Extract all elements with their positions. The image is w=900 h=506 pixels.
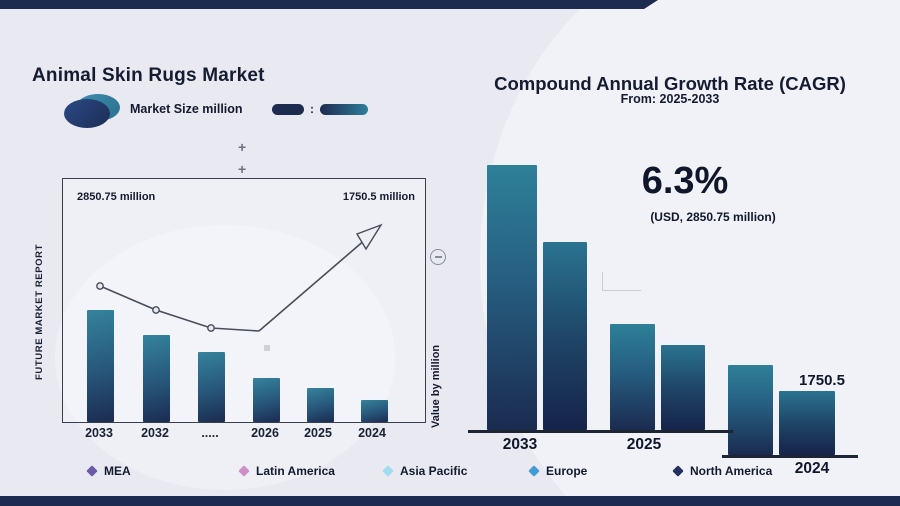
x-label-2033: 2033: [502, 436, 538, 453]
cagr-period: From: 2025-2033: [620, 92, 720, 106]
market-bar-2026: [253, 378, 280, 422]
end-value-label: 1750.5 million: [342, 191, 415, 203]
legend-dot-icon: [382, 465, 394, 477]
legend-item-latin-america: Latin America: [238, 464, 335, 478]
legend-item-label: North America: [690, 464, 773, 478]
x-label-2033: 2033: [85, 426, 113, 440]
market-size-legend-label: Market Size million: [130, 102, 243, 116]
pill-separator-dots: :: [310, 102, 314, 116]
market-bar-.....: [198, 352, 225, 422]
cylinder-front-face: [64, 99, 110, 128]
left-y-axis-label: FUTURE MARKET REPORT: [34, 243, 45, 381]
top-accent-strip: [0, 0, 658, 9]
cagr-bar-2033-2: [543, 242, 587, 430]
cagr-bar-2025-1: [610, 324, 655, 430]
x-label-2032: 2032: [141, 426, 169, 440]
legend-item-mea: MEA: [86, 464, 131, 478]
x-label-2024: 2024: [358, 426, 386, 440]
legend-item-label: Europe: [546, 464, 588, 478]
market-bar-2025: [307, 388, 334, 422]
trend-arrow: [96, 223, 383, 351]
max-value-label: 2850.75 million: [77, 191, 156, 203]
market-size-chart: 2850.75 million 1750.5 million: [62, 178, 426, 423]
legend-dot-icon: [238, 465, 250, 477]
left-title: Animal Skin Rugs Market: [32, 64, 265, 86]
legend-item-europe: Europe: [528, 464, 588, 478]
legend-item-north-america: North America: [672, 464, 773, 478]
legend-item-label: MEA: [104, 464, 131, 478]
left-x-axis-labels: 2033 2032..... 2026 2025 2024: [62, 426, 424, 444]
x-label-2025: 2025: [626, 436, 662, 453]
legend-pills-decoration: :: [272, 102, 368, 116]
cagr-bar-2024-1: [728, 365, 773, 455]
step-decoration: [602, 272, 641, 291]
x-label-2025: 2025: [304, 426, 332, 440]
cagr-bar-2025-2: [661, 345, 705, 430]
legend-item-label: Asia Pacific: [400, 464, 468, 478]
cagr-bar-2033-1: [487, 165, 537, 430]
bottom-accent-strip: [0, 496, 900, 506]
legend-dot-icon: [528, 465, 540, 477]
plus-icon: +: [238, 161, 247, 177]
minus-circle-icon: [430, 249, 446, 265]
legend-item-label: Latin America: [256, 464, 335, 478]
market-bar-2033: [87, 310, 114, 422]
plus-icon: +: [238, 139, 247, 155]
market-bar-2032: [143, 335, 170, 422]
region-legend: MEA Latin America Asia Pacific Europe North …: [0, 464, 900, 484]
axis-baseline-1: [468, 430, 733, 433]
right-y-axis-label: Value by million: [430, 344, 442, 428]
gradient-pill: [320, 104, 368, 115]
legend-dot-icon: [672, 465, 684, 477]
x-label-2026: 2026: [251, 426, 279, 440]
value-annotation-1750: 1750.5: [799, 372, 845, 389]
market-bar-2024: [361, 400, 388, 422]
navy-pill: [272, 104, 304, 115]
cagr-bar-2024-2: [779, 391, 835, 455]
cagr-detail: (USD, 2850.75 million): [650, 210, 776, 224]
legend-dot-icon: [86, 465, 98, 477]
x-label-.....: .....: [201, 426, 219, 440]
x-label-2024: 2024: [794, 460, 830, 477]
cagr-value: 6.3%: [641, 160, 729, 202]
axis-baseline-2: [722, 455, 858, 458]
market-size-cylinder-icon: [64, 92, 122, 130]
right-title: Compound Annual Growth Rate (CAGR): [494, 73, 846, 95]
legend-item-asia-pacific: Asia Pacific: [382, 464, 468, 478]
